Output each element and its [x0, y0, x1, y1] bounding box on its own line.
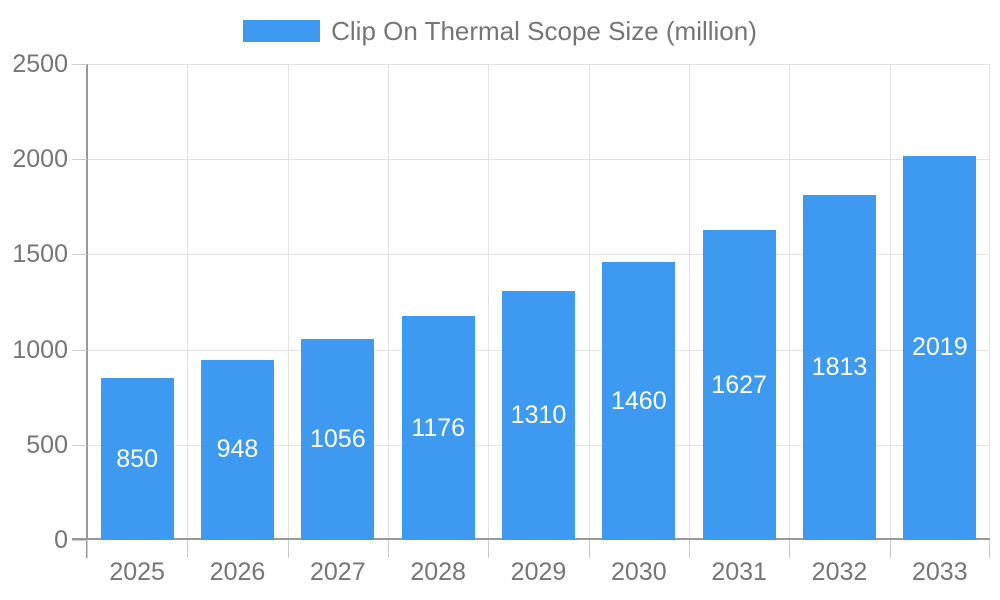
- y-tick-label: 2500: [12, 50, 68, 78]
- x-tick-label: 2026: [209, 558, 266, 586]
- vertical-gridline: [187, 64, 189, 540]
- x-tick-label: 2031: [711, 558, 767, 586]
- vertical-gridline: [287, 64, 289, 540]
- legend-swatch-icon: [243, 20, 321, 42]
- horizontal-gridline: [87, 159, 990, 161]
- x-tick-mark: [488, 540, 490, 558]
- bar[interactable]: 1056: [301, 338, 375, 540]
- horizontal-gridline: [87, 254, 990, 256]
- bar[interactable]: 2019: [903, 155, 977, 540]
- x-tick-mark: [588, 540, 590, 558]
- y-tick-mark: [72, 254, 87, 256]
- x-tick-label: 2030: [611, 558, 667, 586]
- y-axis-labels: 0 500 1000 1500 2000 2500: [0, 50, 68, 554]
- bar[interactable]: 1176: [401, 316, 475, 540]
- horizontal-gridline: [87, 64, 990, 65]
- y-tick-mark: [72, 540, 87, 541]
- y-tick-label: 0: [54, 526, 68, 554]
- vertical-gridline: [588, 64, 590, 540]
- y-tick-label: 1000: [12, 335, 68, 364]
- legend-label: Clip On Thermal Scope Size (million): [331, 15, 757, 46]
- y-axis-line: [86, 64, 88, 558]
- x-tick-mark: [287, 540, 289, 558]
- x-tick-mark: [889, 540, 891, 558]
- x-tick-label: 2032: [811, 558, 868, 586]
- y-tick-mark: [72, 159, 87, 161]
- vertical-gridline: [388, 64, 389, 540]
- x-tick-label: 2033: [912, 558, 968, 586]
- legend: Clip On Thermal Scope Size (million): [0, 16, 1000, 47]
- bar[interactable]: 850: [100, 378, 174, 540]
- bar-value-label: 850: [116, 444, 158, 473]
- y-tick-label: 1500: [12, 240, 68, 269]
- bar-value-label: 1627: [711, 370, 767, 399]
- y-tick-mark: [72, 444, 87, 446]
- y-tick-label: 500: [26, 430, 68, 459]
- y-tick-label: 2000: [12, 145, 68, 174]
- vertical-gridline: [488, 64, 490, 540]
- legend-item[interactable]: Clip On Thermal Scope Size (million): [243, 16, 757, 47]
- bar-value-label: 1310: [510, 400, 567, 429]
- x-tick-label: 2027: [310, 558, 366, 586]
- x-tick-mark: [989, 540, 990, 558]
- plot-area: 850 948 1056 1176 1310 1460 1627 1813 2019: [72, 64, 990, 558]
- bar[interactable]: 1813: [802, 194, 877, 540]
- x-tick-mark: [87, 540, 88, 558]
- x-axis-labels: 2025 2026 2027 2028 2029 2030 2031 2032 2033: [87, 557, 990, 587]
- bar-value-label: 2019: [912, 333, 968, 362]
- bar[interactable]: 1310: [501, 290, 576, 540]
- bar[interactable]: 1627: [702, 230, 776, 540]
- x-tick-mark: [689, 540, 690, 558]
- vertical-gridline: [989, 64, 990, 540]
- bar-value-label: 1176: [411, 413, 466, 442]
- y-tick-mark: [72, 64, 87, 65]
- bar-value-label: 1813: [811, 352, 868, 381]
- x-tick-label: 2029: [510, 558, 567, 586]
- bar-value-label: 1460: [611, 386, 667, 415]
- x-tick-mark: [789, 540, 791, 558]
- x-tick-mark: [388, 540, 389, 558]
- x-tick-mark: [187, 540, 189, 558]
- bar[interactable]: 948: [200, 359, 275, 540]
- x-tick-label: 2028: [410, 558, 466, 586]
- x-tick-label: 2025: [109, 558, 165, 586]
- vertical-gridline: [889, 64, 891, 540]
- bar-value-label: 1056: [310, 424, 366, 453]
- bar[interactable]: 1460: [602, 262, 676, 540]
- vertical-gridline: [789, 64, 791, 540]
- bar-value-label: 948: [216, 435, 259, 464]
- y-tick-mark: [72, 349, 87, 351]
- vertical-gridline: [689, 64, 690, 540]
